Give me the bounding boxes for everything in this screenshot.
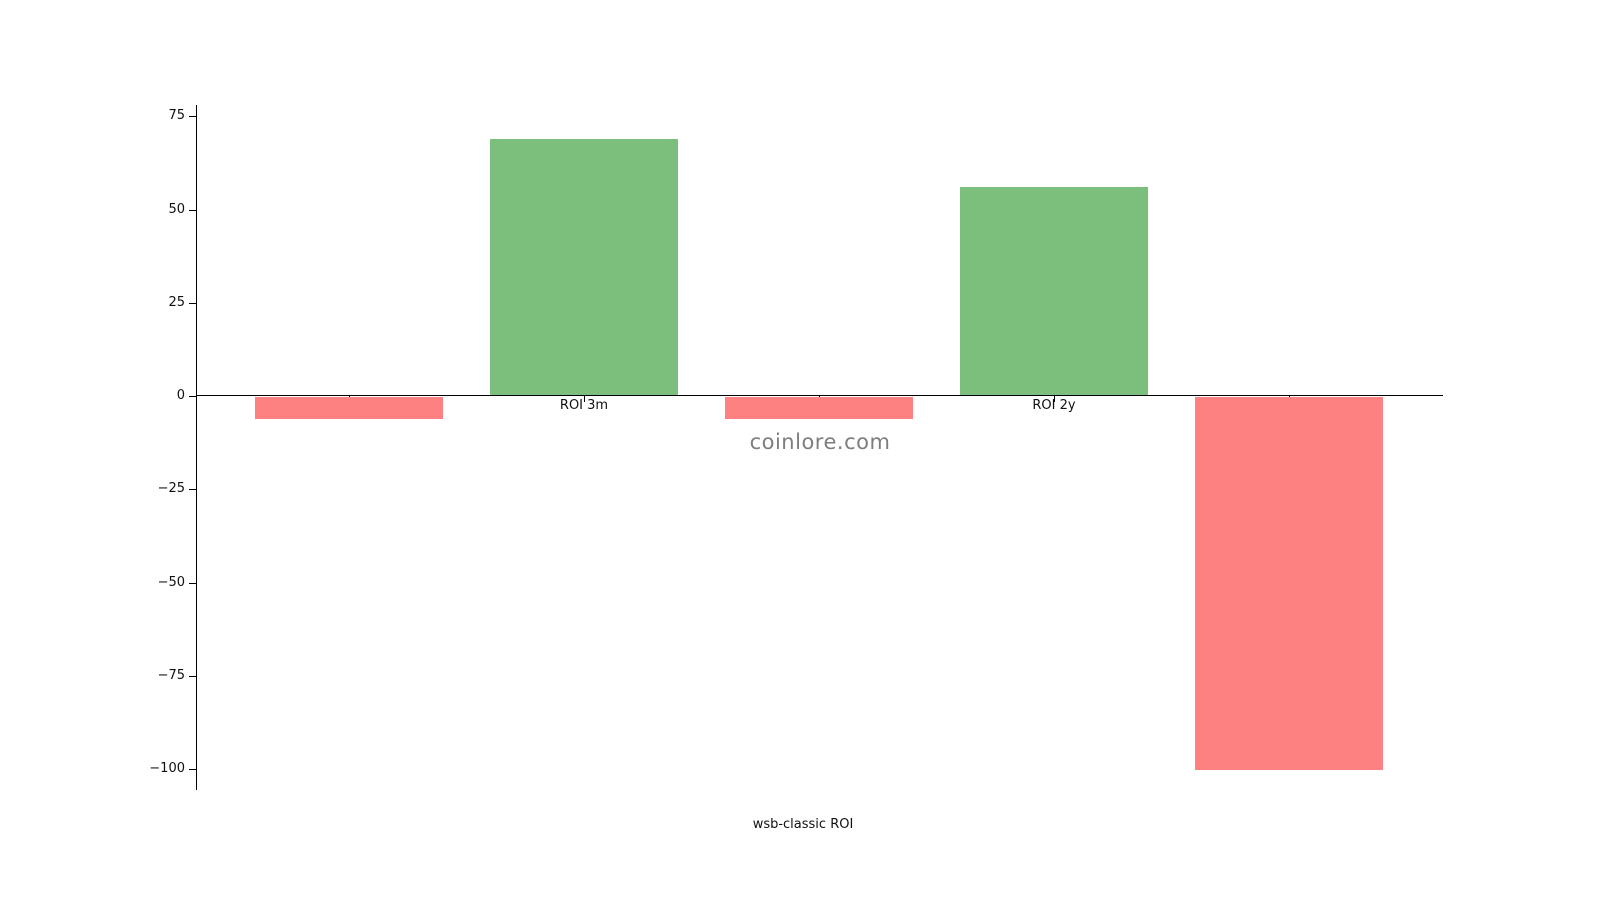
y-axis-spine [196, 105, 197, 790]
x-axis-tick [584, 396, 585, 402]
y-axis-tick-label: 75 [168, 108, 185, 123]
y-axis-tick [189, 303, 196, 304]
y-axis-tick [189, 769, 196, 770]
y-axis-tick [189, 583, 196, 584]
y-axis-tick [189, 396, 196, 397]
y-axis-tick [189, 676, 196, 677]
y-axis-tick [189, 489, 196, 490]
y-axis-tick-label: −25 [157, 481, 185, 496]
bar-roi-3m [490, 139, 678, 396]
y-axis-tick-label: −75 [157, 668, 185, 683]
bar-series-1 [255, 397, 443, 419]
x-axis-tick-label: ROI 2y [1032, 398, 1076, 413]
x-axis-tick-label: ROI 3m [559, 398, 609, 413]
bar-roi-2y [960, 187, 1148, 396]
y-axis-tick-label: −50 [157, 575, 185, 590]
bar-series-5 [1195, 397, 1383, 770]
y-axis-tick-label: 50 [168, 202, 185, 217]
watermark: coinlore.com [749, 430, 891, 454]
y-axis-tick-label: 25 [168, 295, 185, 310]
x-axis-tick [1054, 396, 1055, 402]
bar-series-3 [725, 397, 913, 419]
zero-axis-line [197, 395, 1443, 396]
x-axis-title: wsb-classic ROI [752, 817, 854, 832]
y-axis-tick-label: 0 [176, 388, 185, 403]
y-axis-tick [189, 210, 196, 211]
y-axis-tick-label: −100 [149, 761, 185, 776]
y-axis-tick [189, 116, 196, 117]
